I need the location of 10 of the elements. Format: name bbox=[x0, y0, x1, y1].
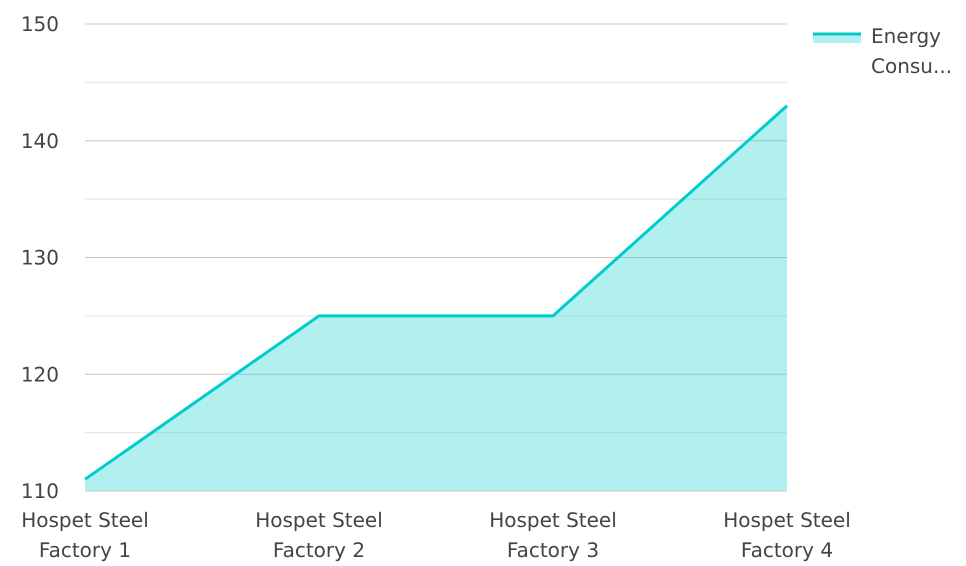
legend-label: Energy Consu... bbox=[871, 24, 952, 78]
y-tick-label: 140 bbox=[20, 128, 59, 153]
x-tick-label: Hospet Steel Factory 3 bbox=[489, 508, 617, 562]
x-tick-label: Hospet Steel Factory 1 bbox=[21, 508, 149, 562]
x-tick-label: Hospet Steel Factory 4 bbox=[723, 508, 851, 562]
y-tick-label: 130 bbox=[20, 246, 59, 270]
y-tick-label: 120 bbox=[20, 362, 59, 386]
x-tick-label: Hospet Steel Factory 2 bbox=[255, 508, 383, 562]
y-tick-label: 110 bbox=[20, 479, 59, 503]
y-tick-label: 150 bbox=[20, 12, 59, 36]
